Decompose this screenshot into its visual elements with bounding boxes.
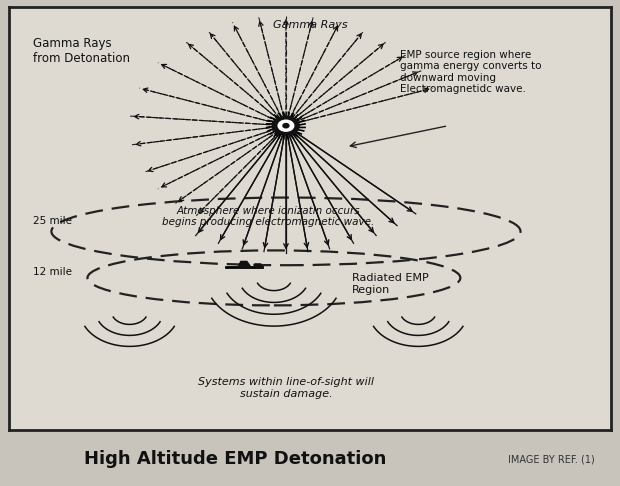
Polygon shape: [238, 261, 251, 267]
Text: High Altitude EMP Detonation: High Altitude EMP Detonation: [84, 450, 387, 469]
Polygon shape: [0, 451, 620, 486]
Circle shape: [283, 123, 289, 128]
Circle shape: [273, 116, 299, 135]
Polygon shape: [255, 264, 262, 267]
Text: Gamma Rays
from Detonation: Gamma Rays from Detonation: [33, 37, 130, 65]
Circle shape: [278, 120, 294, 131]
Text: 25 mile: 25 mile: [33, 216, 73, 226]
Text: EMP source region where
gamma energy converts to
downward moving
Electromagnetid: EMP source region where gamma energy con…: [401, 50, 542, 94]
Text: Gamma Rays: Gamma Rays: [273, 20, 347, 30]
Text: IMAGE BY REF. (1): IMAGE BY REF. (1): [508, 454, 595, 464]
Text: Radiated EMP
Region: Radiated EMP Region: [352, 274, 429, 295]
Text: Systems within line-of-sight will
sustain damage.: Systems within line-of-sight will sustai…: [198, 377, 374, 399]
Text: Atmosphere where ionizatin occurs
begins producing electromagnetic wave.: Atmosphere where ionizatin occurs begins…: [162, 206, 374, 227]
Text: 12 mile: 12 mile: [33, 266, 73, 277]
